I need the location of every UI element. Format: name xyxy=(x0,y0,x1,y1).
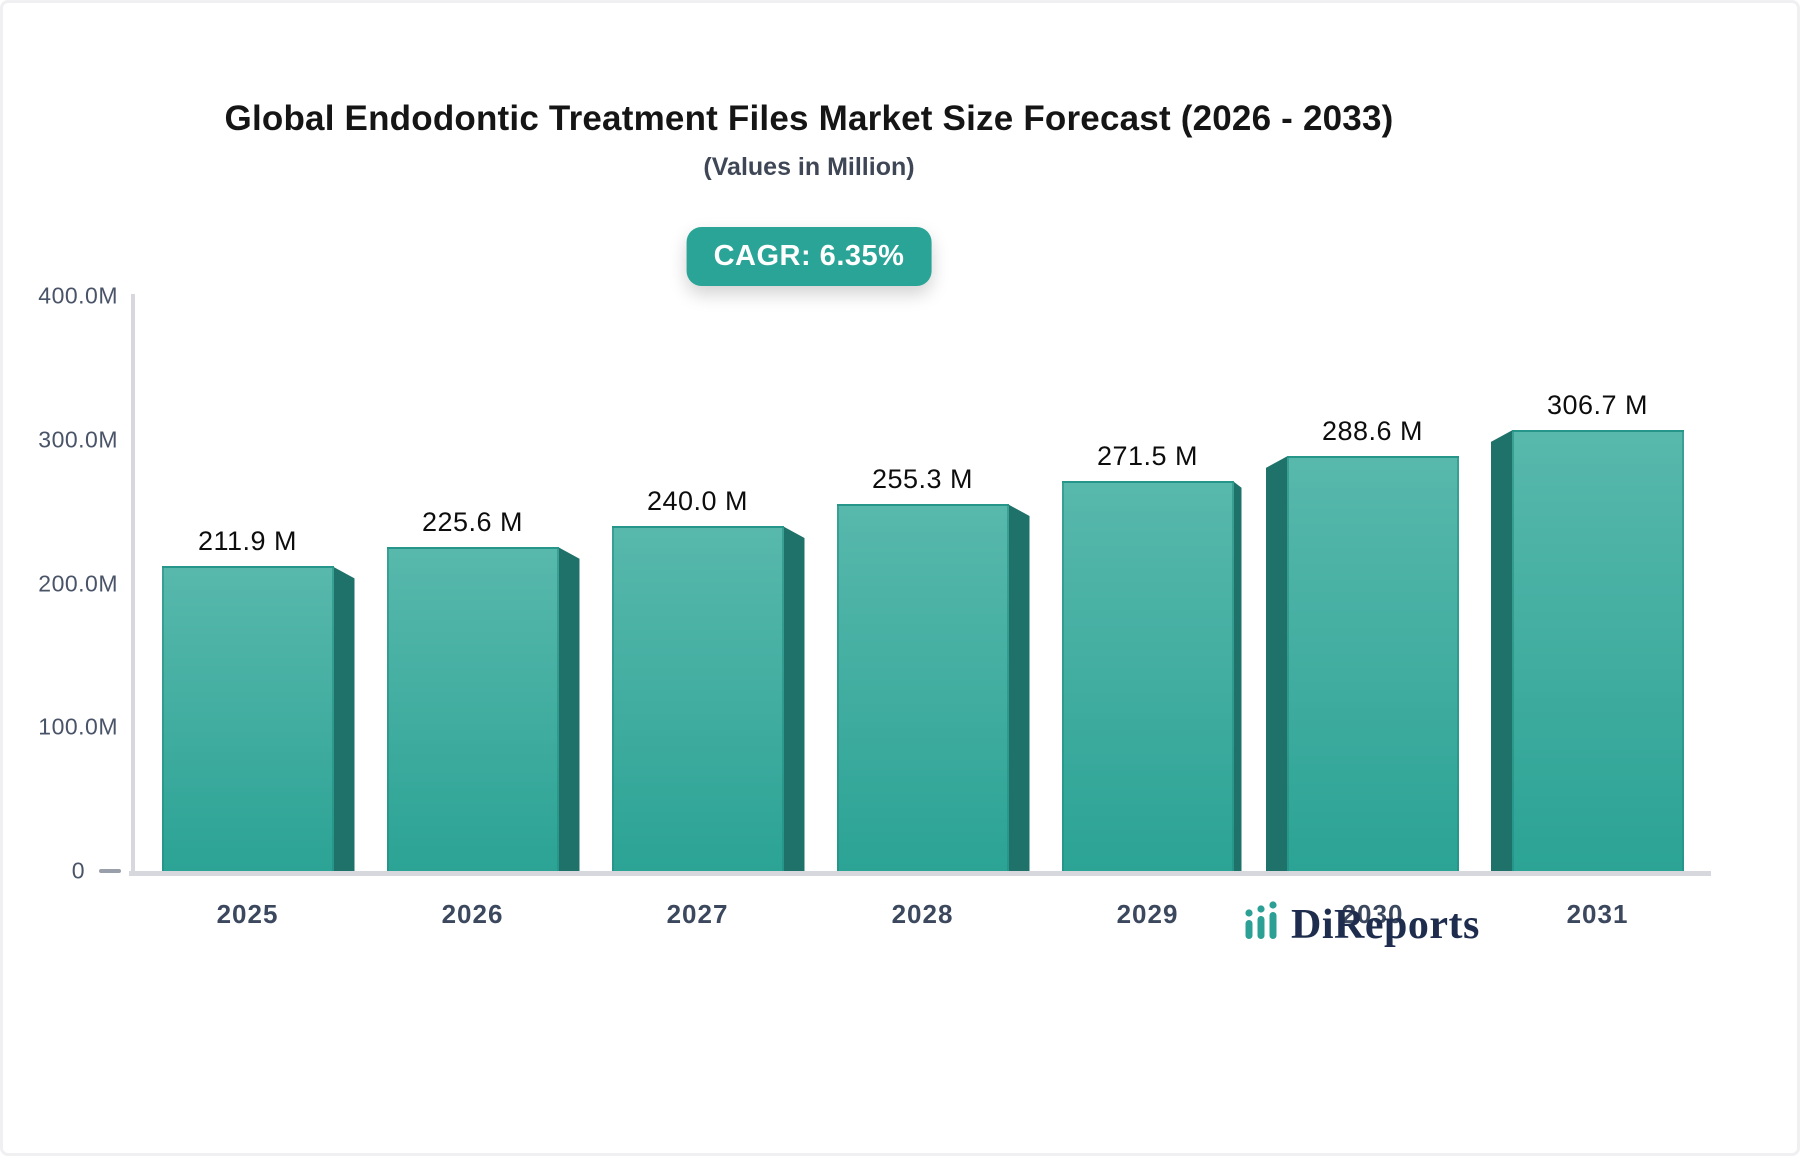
bar-slot: 306.7 M xyxy=(1485,296,1710,871)
y-axis-line xyxy=(131,294,135,873)
chart-title: Global Endodontic Treatment Files Market… xyxy=(224,99,1394,138)
y-axis-tick-label: 0 xyxy=(71,857,85,884)
bar-chart-icon xyxy=(1241,897,1285,946)
bar: 271.5 M xyxy=(1061,441,1242,871)
x-axis-label: 2031 xyxy=(1566,899,1629,929)
bar-side-panel xyxy=(557,546,580,871)
direports-logo: DiReports xyxy=(1241,897,1480,946)
bar-side-panel xyxy=(1265,456,1288,871)
bar-face xyxy=(161,566,334,871)
chart-subtitle: (Values in Million) xyxy=(703,153,915,181)
bar-side-panel xyxy=(1232,480,1242,871)
bar-value-label: 211.9 M xyxy=(197,526,298,557)
bar-value-label: 240.0 M xyxy=(646,486,749,516)
bar: 240.0 M xyxy=(611,486,805,871)
x-axis-labels: 2025 2026 2027 2028 2029 2030 2031 xyxy=(135,899,1710,930)
x-axis-label: 2028 xyxy=(891,899,954,929)
bar: 255.3 M xyxy=(836,464,1030,871)
y-axis-tick-mark xyxy=(99,869,121,873)
x-axis-label: 2026 xyxy=(441,899,504,929)
y-axis-tick-label: 300.0M xyxy=(38,426,118,453)
x-axis-label: 2030 xyxy=(1341,899,1404,929)
x-axis-label: 2029 xyxy=(1116,899,1179,929)
bar-face xyxy=(1061,480,1234,871)
bar-slot: 288.6 M xyxy=(1260,296,1485,871)
bar-slot: 211.9 M xyxy=(135,296,360,871)
bar: 288.6 M xyxy=(1265,416,1459,871)
bar-side-panel xyxy=(1007,504,1030,871)
bar-value-label: 288.6 M xyxy=(1321,416,1424,447)
bar-face xyxy=(836,504,1009,871)
bar-face xyxy=(386,546,559,871)
bar-value-label: 271.5 M xyxy=(1096,440,1199,471)
y-axis-tick-label: 400.0M xyxy=(38,282,118,309)
logo-text: DiReports xyxy=(1291,902,1480,948)
bar-slot: 240.0 M xyxy=(585,296,810,871)
cagr-badge: CAGR: 6.35% xyxy=(686,227,932,286)
bar-slot: 225.6 M xyxy=(360,296,585,871)
bar-slot: 271.5 M xyxy=(1035,296,1260,871)
bar-side-panel xyxy=(332,566,355,871)
bar-face xyxy=(1511,430,1684,871)
bar-side-panel xyxy=(1490,430,1513,871)
bar-face xyxy=(611,526,784,871)
bar-side-panel xyxy=(782,526,805,871)
bar: 225.6 M xyxy=(386,507,580,871)
bar-face xyxy=(1286,456,1459,871)
bar-value-label: 306.7 M xyxy=(1546,390,1649,421)
bar-value-label: 255.3 M xyxy=(871,464,974,495)
y-axis-tick-label: 200.0M xyxy=(38,570,118,596)
bar-value-label: 225.6 M xyxy=(421,506,524,537)
x-axis-label: 2027 xyxy=(666,899,729,929)
bar: 306.7 M xyxy=(1490,390,1684,871)
bar: 211.9 M xyxy=(161,526,355,871)
y-axis-labels: 400.0M 300.0M 200.0M 100.0M 0 xyxy=(3,283,121,884)
bar-plot-area: 211.9 M 225.6 M 240.0 M 255.3 M 271.5 M 288.6… xyxy=(135,296,1710,871)
x-axis-line xyxy=(129,871,1711,876)
bar-slot: 255.3 M xyxy=(810,296,1035,871)
y-axis-tick-label: 100.0M xyxy=(38,713,118,740)
x-axis-label: 2025 xyxy=(216,899,279,929)
